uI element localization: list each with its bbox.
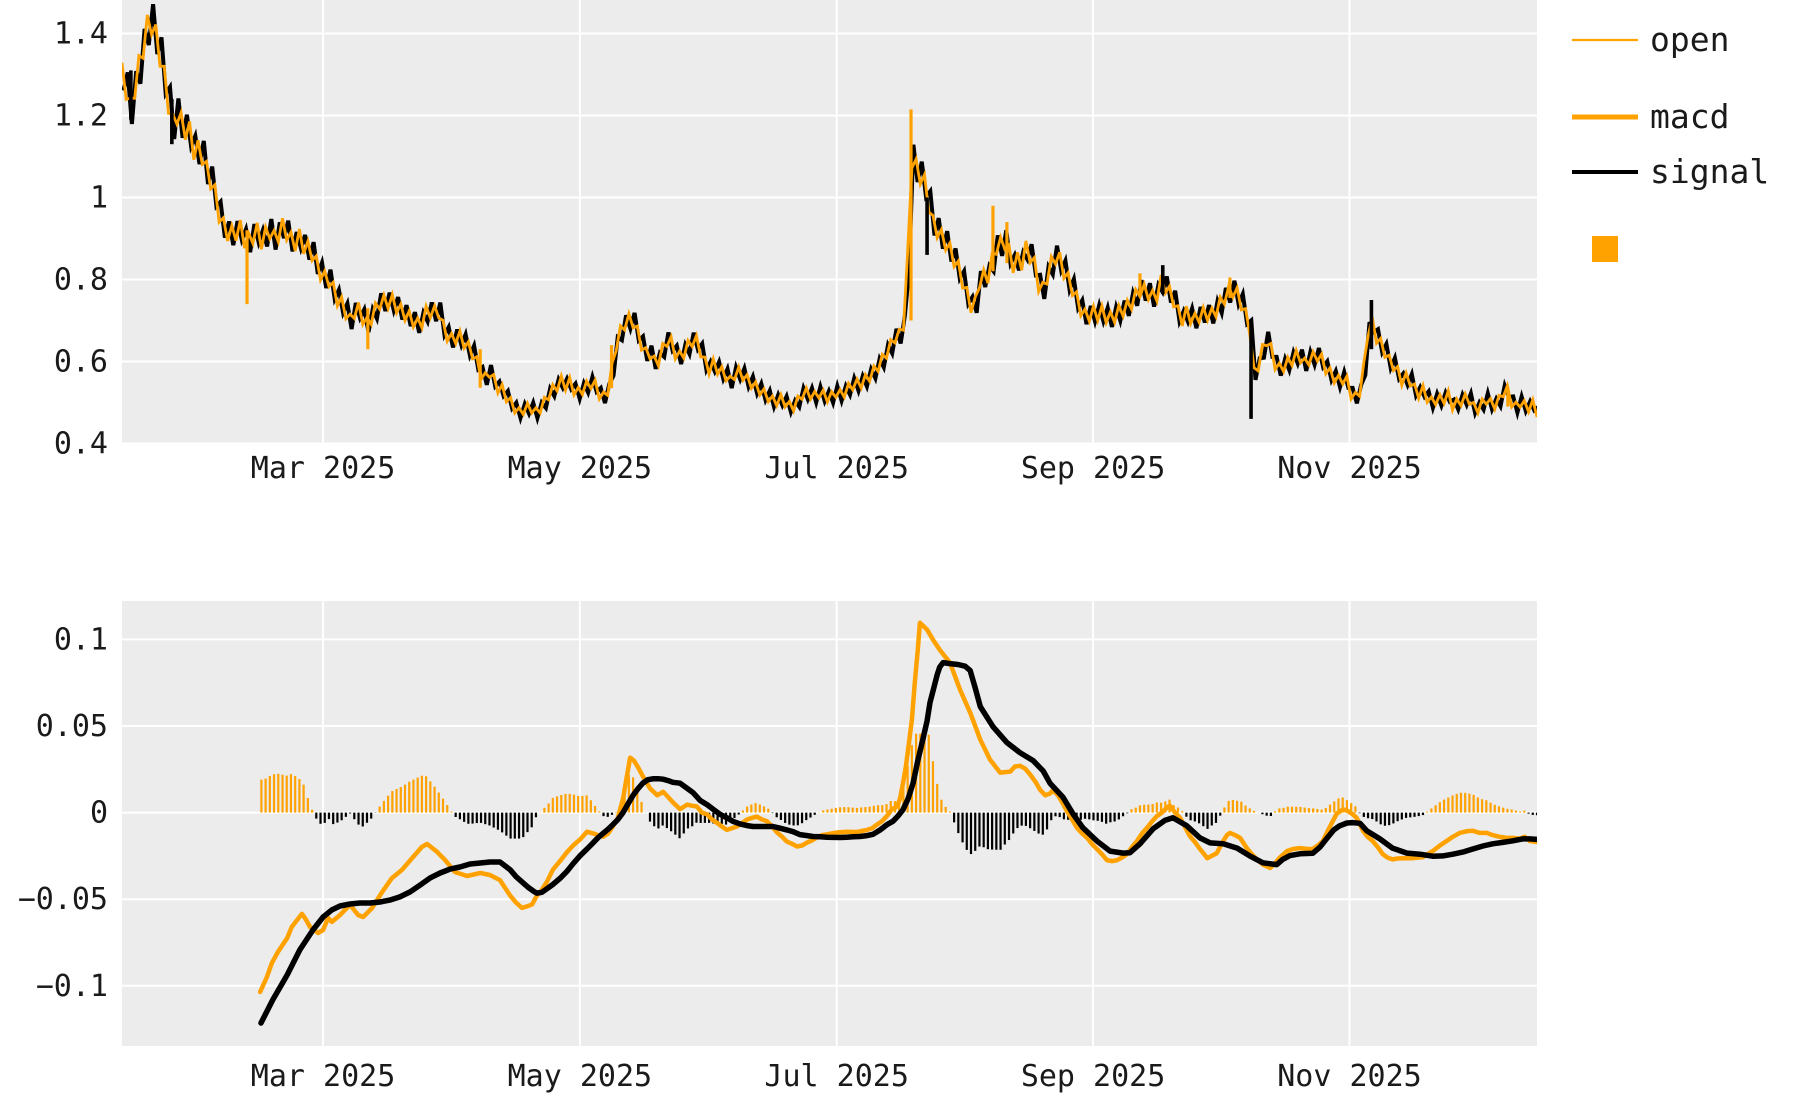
top-y-tick-label: 0.6: [54, 345, 108, 380]
top-y-tick-label: 1.4: [54, 17, 108, 52]
top-x-tick-label: Mar 2025: [251, 451, 396, 486]
legend-label-signal: signal: [1650, 152, 1769, 191]
price-black-companion-line: [122, 3, 1537, 426]
bottom-x-tick-label: Mar 2025: [251, 1059, 396, 1094]
top-x-tick-label: Jul 2025: [764, 451, 909, 486]
legend: open macd signal: [1572, 20, 1769, 262]
bottom-y-tick-label: −0.05: [18, 882, 108, 917]
legend-label-macd: macd: [1650, 97, 1729, 136]
bottom-y-tick-label: 0: [90, 796, 108, 831]
legend-swatch-histogram: [1592, 236, 1618, 262]
top-y-tick-label: 0.4: [54, 427, 108, 462]
open-series-line: [122, 14, 1537, 418]
bottom-y-tick-label: 0.05: [36, 709, 108, 744]
top-x-tick-label: May 2025: [508, 451, 653, 486]
bottom-x-tick-label: Jul 2025: [764, 1059, 909, 1094]
bottom-x-tick-label: Sep 2025: [1021, 1059, 1166, 1094]
top-y-tick-label: 1: [90, 181, 108, 216]
top-panel-bg: [122, 0, 1537, 444]
axis-labels: 0.4 0.6 0.8 1 1.2 1.4 0.1 0.05 0 −0.05 −0.1 Mar 202…: [18, 17, 1422, 1095]
top-y-tick-label: 0.8: [54, 263, 108, 298]
top-panel: [122, 0, 1537, 445]
signal-line: [258, 659, 1537, 1026]
price-series-group: [122, 3, 1537, 426]
macd-panel-group: [257, 620, 1537, 1026]
bottom-x-tick-label: Nov 2025: [1277, 1059, 1422, 1094]
bottom-x-tick-label: May 2025: [508, 1059, 653, 1094]
bottom-panel: [122, 601, 1537, 1046]
bottom-y-tick-label: −0.1: [36, 969, 108, 1004]
top-x-tick-label: Nov 2025: [1277, 451, 1422, 486]
top-x-tick-label: Sep 2025: [1021, 451, 1166, 486]
legend-label-open: open: [1650, 20, 1729, 59]
bottom-y-tick-label: 0.1: [54, 622, 108, 657]
macd-line: [257, 620, 1537, 995]
top-y-tick-label: 1.2: [54, 99, 108, 134]
